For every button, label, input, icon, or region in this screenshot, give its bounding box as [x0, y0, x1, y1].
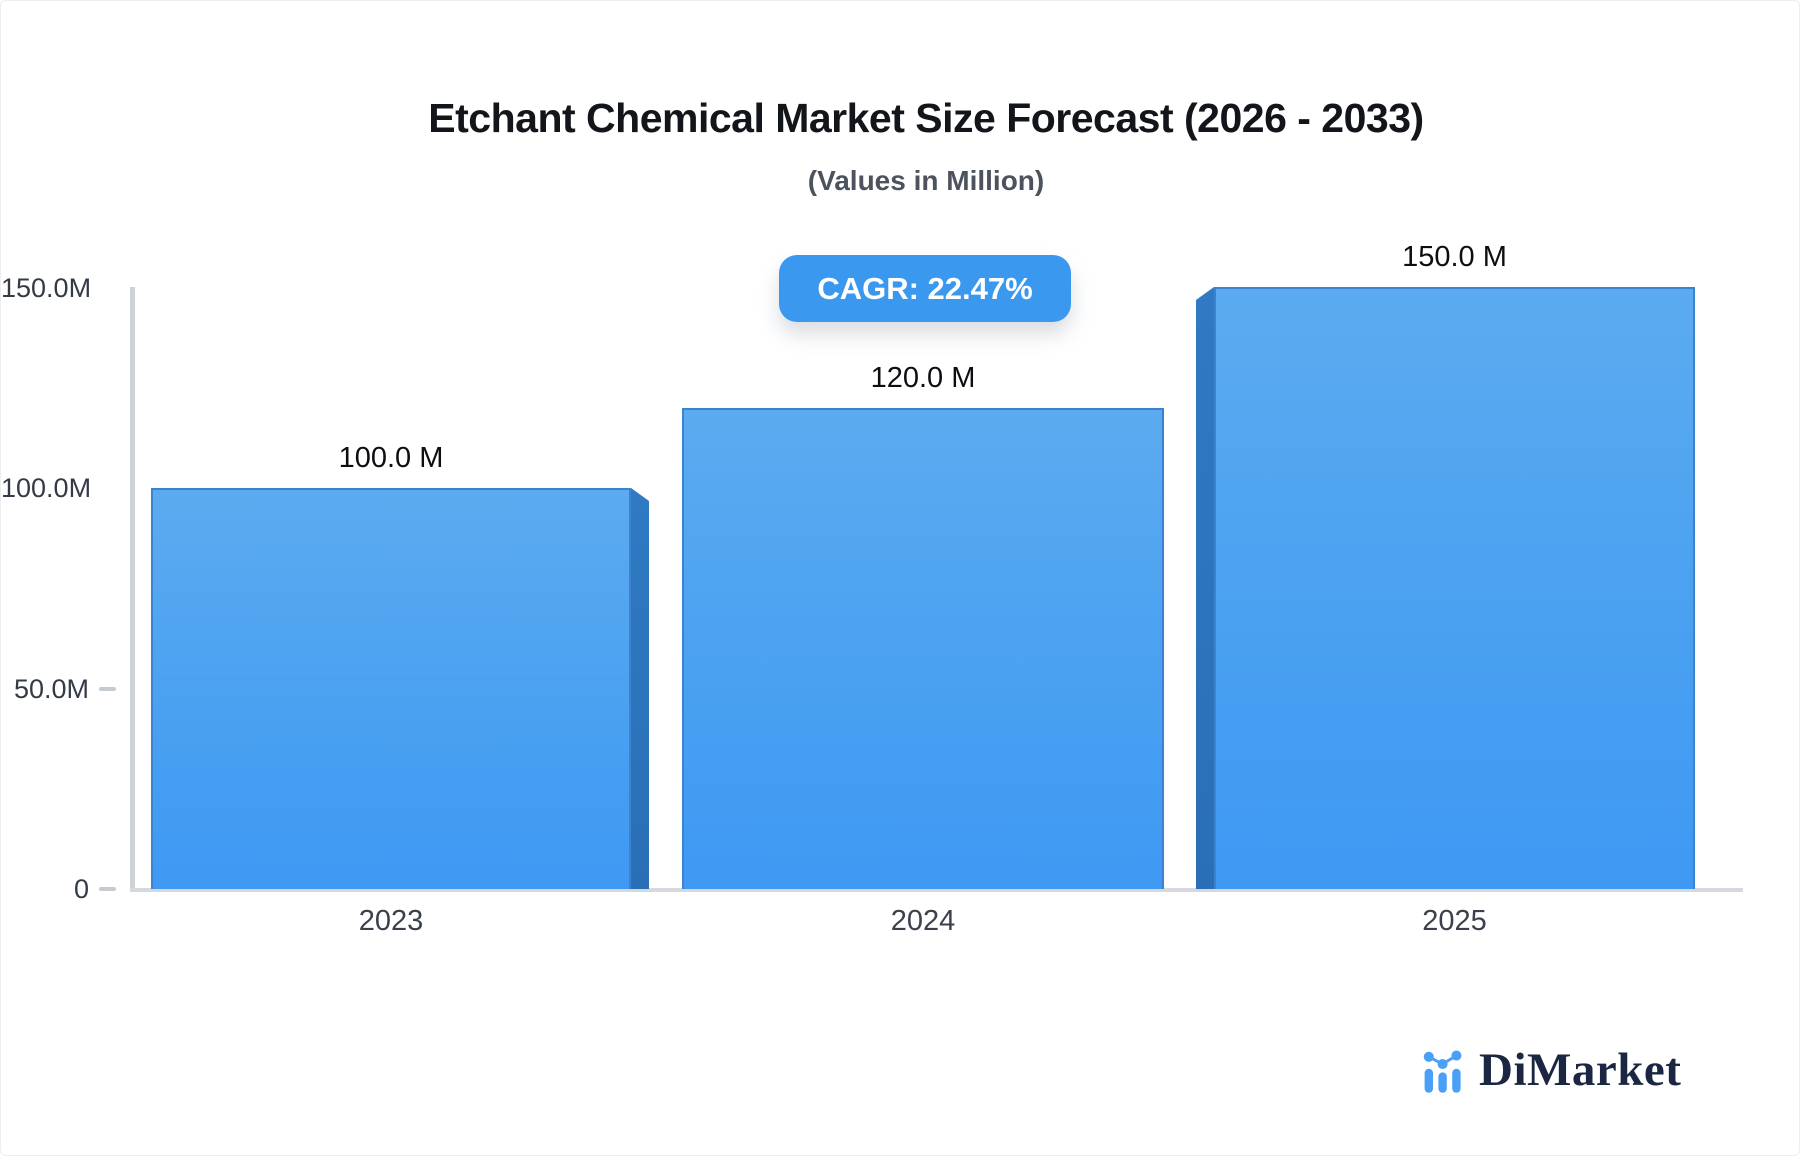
y-axis-line — [130, 287, 135, 892]
bar-value-label-2024: 120.0 M — [870, 362, 976, 394]
cagr-badge: CAGR: 22.47% — [779, 255, 1071, 322]
dimarket-logo: DiMarket — [1421, 1039, 1681, 1101]
bar-chart-logo-icon — [1423, 1050, 1462, 1093]
bar-value-label-2025: 150.0 M — [1402, 241, 1507, 273]
y-tick-dash-3 — [99, 887, 116, 891]
logo-text: DiMarket — [1479, 1044, 1682, 1096]
bar-2023 — [151, 488, 631, 889]
bar-2025 — [1214, 287, 1695, 889]
y-tick-label-0: 150.0M — [1, 272, 92, 303]
bar-value-label-2023: 100.0 M — [338, 442, 444, 474]
bar-side-face-2023 — [631, 488, 649, 889]
y-tick-dash-2 — [99, 686, 116, 691]
bar-2024 — [682, 408, 1164, 889]
x-category-label-2024: 2024 — [890, 905, 956, 937]
x-category-label-2023: 2023 — [358, 905, 424, 937]
y-tick-label-3: 0 — [73, 874, 89, 904]
bar-side-face-2025 — [1196, 287, 1214, 889]
chart-title: Etchant Chemical Market Size Forecast (2… — [428, 95, 1424, 141]
chart-subtitle: (Values in Million) — [807, 165, 1045, 196]
y-tick-label-1: 100.0M — [1, 473, 92, 503]
x-axis-line — [130, 888, 1743, 892]
x-category-label-2025: 2025 — [1422, 905, 1487, 937]
y-tick-label-2: 50.0M — [13, 673, 89, 704]
